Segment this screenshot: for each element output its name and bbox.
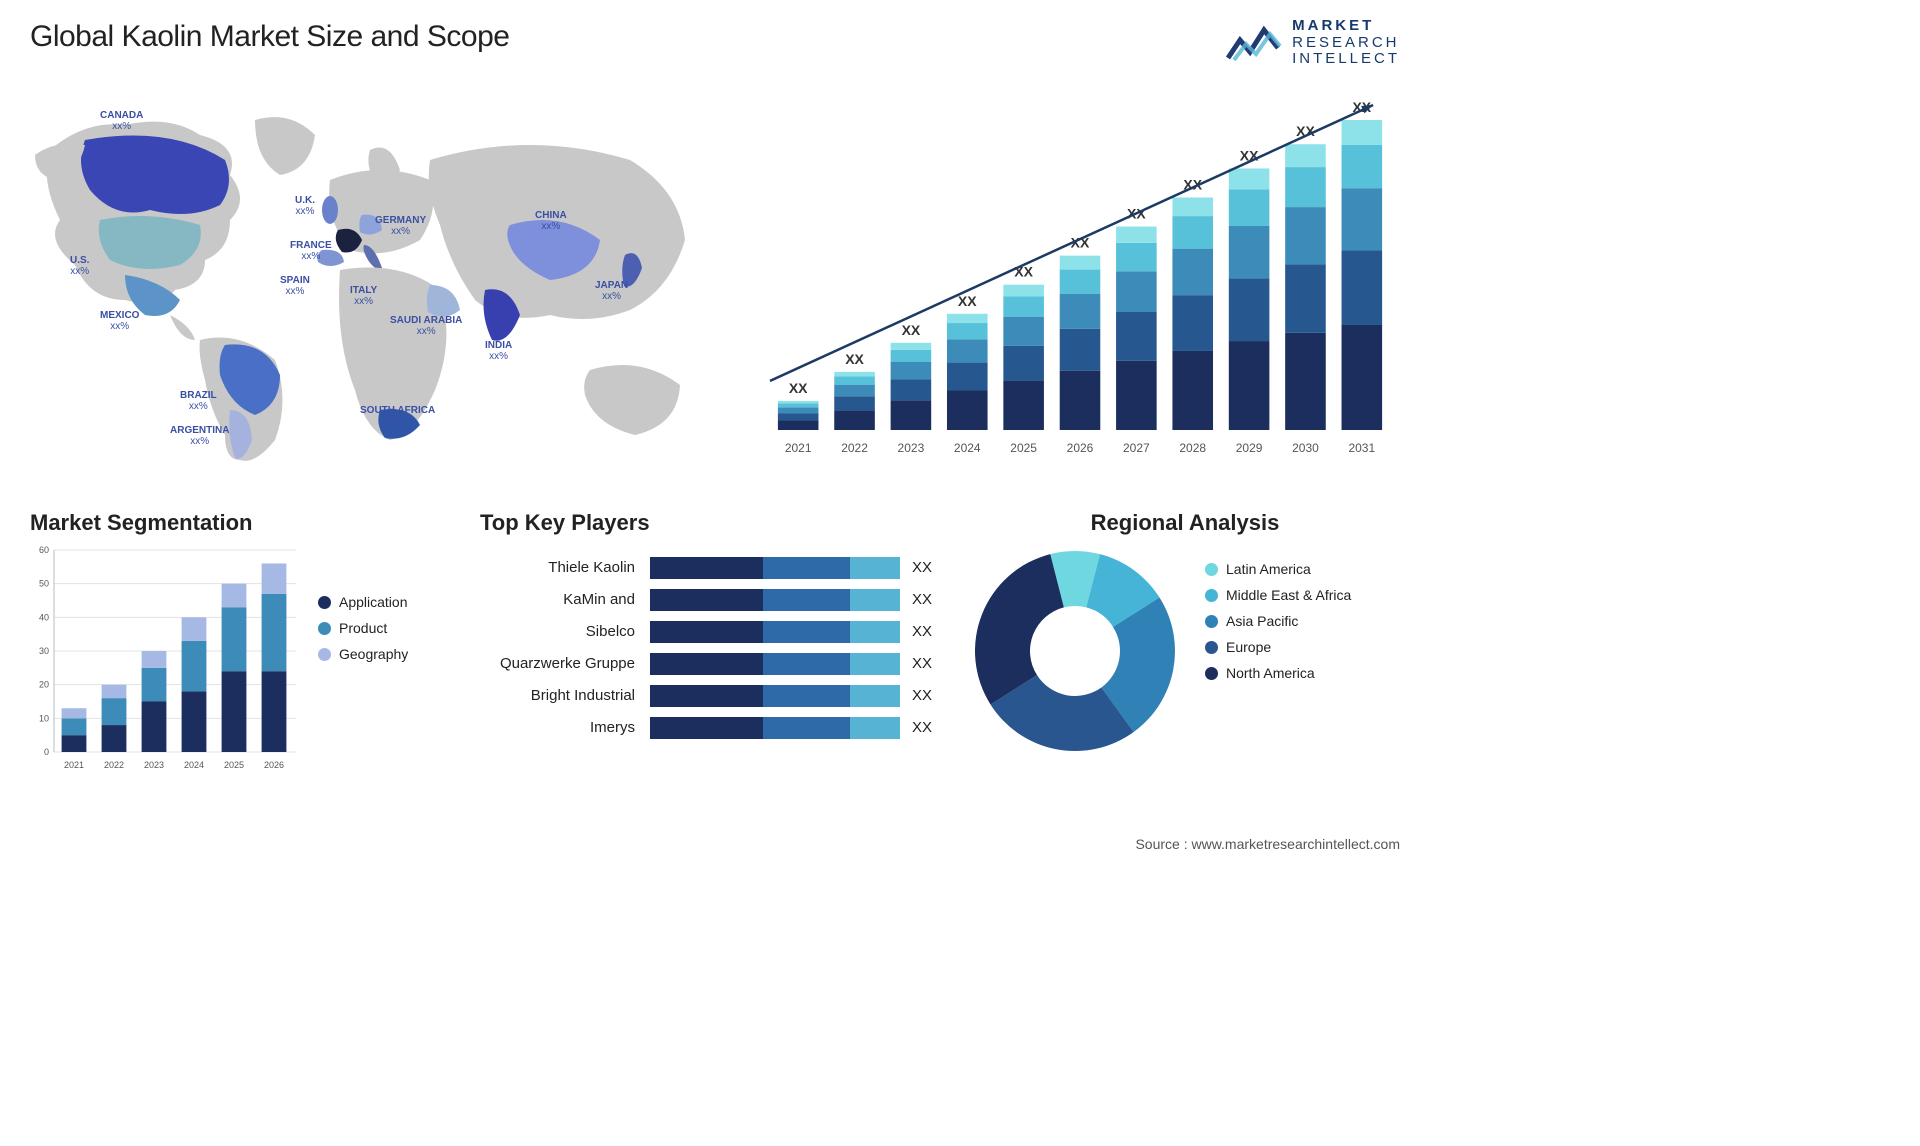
source-attribution: Source : www.marketresearchintellect.com bbox=[1135, 836, 1400, 852]
segmentation-legend-item: Geography bbox=[318, 646, 408, 662]
map-country-label: FRANCExx% bbox=[290, 240, 332, 262]
map-country-label: CANADAxx% bbox=[100, 110, 143, 132]
map-country-label: ITALYxx% bbox=[350, 285, 377, 307]
player-row: KaMin and XX bbox=[480, 586, 970, 613]
svg-text:2025: 2025 bbox=[1010, 441, 1037, 455]
map-country-label: U.K.xx% bbox=[295, 195, 315, 217]
svg-text:XX: XX bbox=[902, 322, 921, 338]
svg-text:2027: 2027 bbox=[1123, 441, 1150, 455]
svg-text:10: 10 bbox=[39, 713, 49, 723]
page-title: Global Kaolin Market Size and Scope bbox=[30, 20, 509, 54]
map-country-label: CHINAxx% bbox=[535, 210, 567, 232]
svg-text:2031: 2031 bbox=[1348, 441, 1375, 455]
regional-legend-item: Latin America bbox=[1205, 561, 1351, 577]
map-country-label: SOUTH AFRICAxx% bbox=[360, 405, 435, 427]
svg-text:2021: 2021 bbox=[785, 441, 812, 455]
regional-title: Regional Analysis bbox=[970, 510, 1400, 536]
regional-legend-item: Europe bbox=[1205, 639, 1351, 655]
player-row: Quarzwerke Gruppe XX bbox=[480, 650, 970, 677]
players-section: Top Key Players Thiele KaolinXXKaMin and… bbox=[480, 510, 970, 746]
map-country-label: MEXICOxx% bbox=[100, 310, 139, 332]
player-name: Quarzwerke Gruppe bbox=[480, 655, 650, 672]
segmentation-chart: 0 10 20 30 40 50 60 2021 2022 2023 2024 2025 2026 bbox=[30, 544, 300, 774]
brand-logo: MARKET RESEARCH INTELLECT bbox=[1226, 18, 1400, 68]
svg-text:XX: XX bbox=[958, 293, 977, 309]
map-country-label: JAPANxx% bbox=[595, 280, 628, 302]
segmentation-legend-item: Application bbox=[318, 594, 408, 610]
map-country-label: SPAINxx% bbox=[280, 275, 310, 297]
svg-text:2022: 2022 bbox=[841, 441, 868, 455]
logo-mark-icon bbox=[1226, 22, 1282, 64]
player-name: Bright Industrial bbox=[480, 687, 650, 704]
player-bar bbox=[650, 589, 900, 611]
segmentation-section: Market Segmentation 0 10 20 30 40 50 60 2021 202… bbox=[30, 510, 450, 774]
players-title: Top Key Players bbox=[480, 510, 970, 536]
segmentation-legend: Application Product Geography bbox=[318, 584, 408, 672]
svg-text:2026: 2026 bbox=[264, 760, 284, 770]
regional-donut bbox=[970, 546, 1180, 756]
svg-text:60: 60 bbox=[39, 545, 49, 555]
svg-text:2023: 2023 bbox=[898, 441, 925, 455]
map-country-label: BRAZILxx% bbox=[180, 390, 217, 412]
svg-text:2023: 2023 bbox=[144, 760, 164, 770]
svg-text:2024: 2024 bbox=[954, 441, 981, 455]
player-bar bbox=[650, 685, 900, 707]
svg-text:2029: 2029 bbox=[1236, 441, 1263, 455]
map-country-label: U.S.xx% bbox=[70, 255, 89, 277]
player-row: Bright Industrial XX bbox=[480, 682, 970, 709]
player-row: Imerys XX bbox=[480, 714, 970, 741]
player-value: XX bbox=[900, 655, 932, 672]
svg-text:50: 50 bbox=[39, 579, 49, 589]
player-row: Thiele Kaolin XX bbox=[480, 554, 970, 581]
player-name: KaMin and bbox=[480, 591, 650, 608]
map-country-label: INDIAxx% bbox=[485, 340, 512, 362]
market-size-chart: XX2021XX2022XX2023XX2024XX2025XX2026XX20… bbox=[760, 90, 1400, 460]
svg-text:30: 30 bbox=[39, 646, 49, 656]
segmentation-title: Market Segmentation bbox=[30, 510, 450, 536]
logo-line1: MARKET bbox=[1292, 18, 1400, 35]
player-bar bbox=[650, 653, 900, 675]
regional-legend-item: Middle East & Africa bbox=[1205, 587, 1351, 603]
svg-text:2025: 2025 bbox=[224, 760, 244, 770]
segmentation-legend-item: Product bbox=[318, 620, 408, 636]
svg-text:2024: 2024 bbox=[184, 760, 204, 770]
regional-legend: Latin America Middle East & Africa Asia Pa… bbox=[1205, 551, 1351, 691]
player-value: XX bbox=[900, 719, 932, 736]
svg-text:0: 0 bbox=[44, 747, 49, 757]
player-bar bbox=[650, 621, 900, 643]
player-value: XX bbox=[900, 687, 932, 704]
svg-text:2028: 2028 bbox=[1179, 441, 1206, 455]
svg-text:XX: XX bbox=[845, 351, 864, 367]
player-name: Thiele Kaolin bbox=[480, 559, 650, 576]
players-chart: Thiele KaolinXXKaMin andXXSibelcoXXQuarz… bbox=[480, 554, 970, 741]
regional-section: Regional Analysis Latin America Middle Ea… bbox=[970, 510, 1400, 756]
map-country-label: SAUDI ARABIAxx% bbox=[390, 315, 462, 337]
svg-text:40: 40 bbox=[39, 612, 49, 622]
svg-text:2022: 2022 bbox=[104, 760, 124, 770]
regional-legend-item: Asia Pacific bbox=[1205, 613, 1351, 629]
world-map: CANADAxx% U.S.xx% MEXICOxx% BRAZILxx% ARGENT… bbox=[30, 90, 710, 470]
regional-legend-item: North America bbox=[1205, 665, 1351, 681]
player-row: Sibelco XX bbox=[480, 618, 970, 645]
player-value: XX bbox=[900, 623, 932, 640]
svg-text:XX: XX bbox=[789, 380, 808, 396]
map-country-label: GERMANYxx% bbox=[375, 215, 426, 237]
player-name: Sibelco bbox=[480, 623, 650, 640]
map-country-label: ARGENTINAxx% bbox=[170, 425, 229, 447]
svg-text:2021: 2021 bbox=[64, 760, 84, 770]
player-value: XX bbox=[900, 559, 932, 576]
logo-line3: INTELLECT bbox=[1292, 51, 1400, 68]
player-bar bbox=[650, 717, 900, 739]
player-value: XX bbox=[900, 591, 932, 608]
player-name: Imerys bbox=[480, 719, 650, 736]
player-bar bbox=[650, 557, 900, 579]
svg-text:2026: 2026 bbox=[1067, 441, 1094, 455]
svg-text:20: 20 bbox=[39, 680, 49, 690]
logo-line2: RESEARCH bbox=[1292, 35, 1400, 52]
svg-text:2030: 2030 bbox=[1292, 441, 1319, 455]
